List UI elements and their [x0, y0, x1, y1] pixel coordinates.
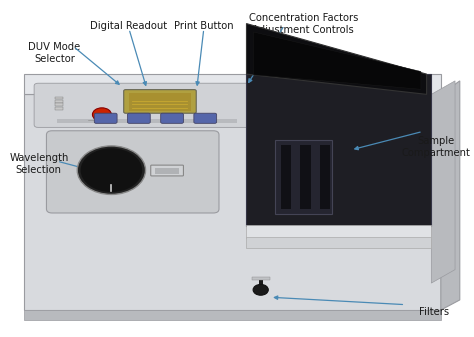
Circle shape [92, 108, 111, 121]
Polygon shape [254, 32, 421, 89]
Bar [55, 107, 63, 110]
Bar [252, 277, 270, 280]
Text: Print Button: Print Button [174, 21, 234, 31]
Bar [275, 140, 332, 214]
Polygon shape [24, 74, 441, 94]
Text: Digital Readout: Digital Readout [91, 21, 167, 31]
FancyBboxPatch shape [151, 165, 183, 176]
FancyBboxPatch shape [194, 113, 217, 123]
FancyBboxPatch shape [128, 113, 150, 123]
Polygon shape [441, 81, 460, 310]
Text: Sample
Compartment: Sample Compartment [401, 136, 471, 158]
Bar [301, 145, 311, 209]
Bar [55, 100, 63, 103]
FancyBboxPatch shape [124, 90, 196, 113]
Text: Concentration Factors
Adjustment Controls: Concentration Factors Adjustment Control… [249, 13, 358, 35]
Circle shape [253, 284, 268, 295]
Polygon shape [431, 81, 455, 283]
Polygon shape [246, 24, 427, 94]
Bar [320, 145, 330, 209]
Bar [259, 280, 263, 288]
FancyBboxPatch shape [129, 93, 191, 111]
Bar [246, 237, 431, 248]
Polygon shape [24, 94, 441, 310]
Circle shape [77, 146, 146, 194]
Text: Wavelength
Selection: Wavelength Selection [9, 153, 69, 175]
Polygon shape [24, 310, 441, 320]
FancyBboxPatch shape [46, 131, 219, 213]
FancyBboxPatch shape [34, 83, 250, 127]
FancyBboxPatch shape [94, 113, 117, 123]
Circle shape [81, 148, 142, 192]
Text: Filters: Filters [419, 307, 450, 317]
Bar [246, 225, 431, 238]
Bar [55, 103, 63, 106]
FancyBboxPatch shape [161, 113, 183, 123]
Text: DUV Mode
Selector: DUV Mode Selector [28, 42, 81, 64]
Bar [281, 145, 291, 209]
FancyBboxPatch shape [155, 168, 179, 174]
Bar [57, 119, 237, 123]
Bar [55, 97, 63, 99]
Bar [246, 74, 431, 226]
